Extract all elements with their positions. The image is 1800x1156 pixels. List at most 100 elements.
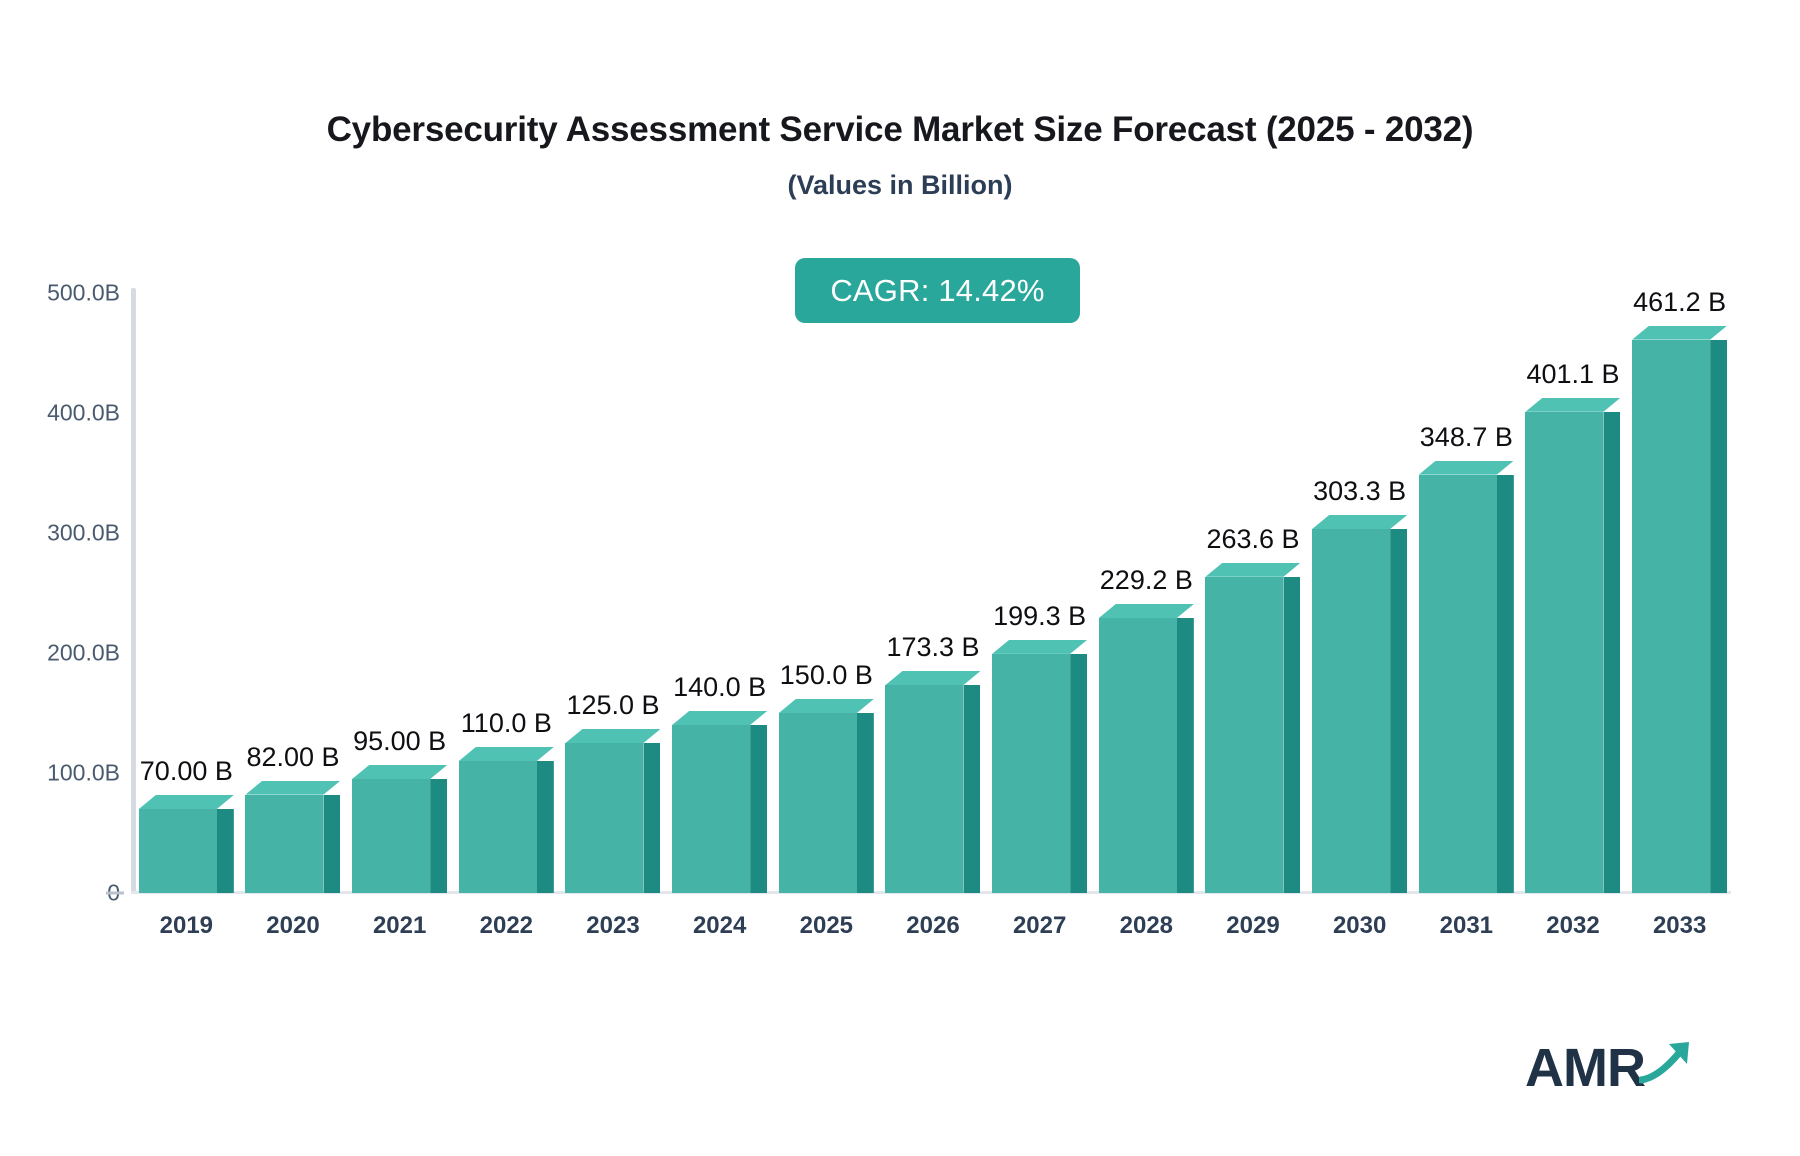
- bar-side-face: [1390, 529, 1408, 893]
- bar-group[interactable]: 461.2 B: [1626, 287, 1733, 893]
- bar-front-face: [138, 809, 217, 893]
- x-axis-tick-label: 2032: [1546, 912, 1600, 939]
- x-axis-tick-label: 2033: [1652, 912, 1707, 939]
- cagr-badge: CAGR: 14.42%: [795, 258, 1080, 323]
- y-axis-line: [131, 288, 136, 893]
- bar-side-face: [856, 713, 874, 893]
- y-axis-tick-mark: [106, 891, 124, 895]
- bar-front-face: [1525, 411, 1604, 893]
- logo-text: AMR: [1525, 1038, 1646, 1098]
- bar-group[interactable]: 125.0 B: [560, 293, 667, 893]
- x-axis-tick-label: 2031: [1439, 912, 1494, 939]
- bar-top-face: [458, 747, 554, 761]
- bar-front-face: [778, 713, 857, 893]
- x-axis-tick-label: 2019: [159, 912, 214, 939]
- bar[interactable]: [1418, 460, 1514, 893]
- bar[interactable]: [1098, 603, 1194, 893]
- page-title: Cybersecurity Assessment Service Market …: [326, 110, 1474, 149]
- bar-side-face: [1710, 339, 1728, 893]
- bar-group[interactable]: 348.7 B: [1413, 293, 1520, 893]
- bar-side-face: [1496, 474, 1514, 893]
- x-axis-tick-label: 2023: [586, 912, 640, 939]
- bar[interactable]: [1632, 325, 1728, 893]
- y-axis-tick-label: 200.0B: [47, 639, 120, 666]
- page-subtitle: (Values in Billion): [787, 170, 1013, 200]
- bar-side-face: [643, 743, 661, 893]
- bar-value-label: 125.0 B: [566, 690, 660, 720]
- bar[interactable]: [458, 747, 554, 893]
- bar-front-face: [1632, 339, 1711, 893]
- bar-front-face: [352, 779, 431, 893]
- bar-value-label: 461.2 B: [1633, 286, 1727, 317]
- bar-value-label: 303.3 B: [1313, 476, 1407, 507]
- bar[interactable]: [672, 711, 768, 893]
- bar-value-label: 229.2 B: [1099, 564, 1193, 595]
- bar-top-face: [1632, 325, 1728, 340]
- bar-top-face: [1525, 397, 1621, 412]
- bar[interactable]: [565, 729, 661, 893]
- x-axis-tick-label: 2029: [1226, 912, 1280, 939]
- bar-group[interactable]: 110.0 B: [453, 293, 560, 893]
- bar[interactable]: [992, 639, 1088, 893]
- bar-value-label: 110.0 B: [460, 708, 552, 738]
- bar-value-label: 263.6 B: [1206, 523, 1300, 554]
- bar-top-face: [1312, 515, 1408, 530]
- bar[interactable]: [1525, 397, 1621, 893]
- bar-value-label: 173.3 B: [886, 632, 980, 663]
- x-axis-tick-label: 2028: [1119, 912, 1174, 939]
- bar-front-face: [1418, 474, 1497, 893]
- bar-value-label: 95.00 B: [353, 726, 447, 756]
- bar[interactable]: [1205, 562, 1301, 893]
- bar-group[interactable]: 70.00 B: [133, 293, 240, 893]
- bar-top-face: [1418, 460, 1514, 475]
- bar[interactable]: [352, 765, 448, 893]
- bar-top-face: [352, 765, 448, 779]
- bar-top-face: [778, 699, 874, 713]
- bar-group[interactable]: 150.0 B: [773, 293, 880, 893]
- x-axis-tick-label: 2026: [906, 912, 960, 939]
- x-axis-tick-label: 2020: [266, 912, 320, 939]
- bars-layer: 70.00 B 82.00 B 95.00 B 110.0 B 125.0 B 140.0…: [133, 287, 1733, 893]
- bar-group[interactable]: 263.6 B: [1200, 293, 1307, 893]
- bar-group[interactable]: 140.0 B: [666, 293, 773, 893]
- bar-group[interactable]: 95.00 B: [346, 293, 453, 893]
- x-axis-tick-label: 2022: [479, 912, 534, 939]
- bar-front-face: [458, 761, 537, 893]
- bar-value-label: 199.3 B: [993, 600, 1087, 631]
- bar-front-face: [1312, 529, 1391, 893]
- bar[interactable]: [1312, 515, 1408, 893]
- bar-value-label: 348.7 B: [1419, 421, 1513, 452]
- bar-front-face: [885, 685, 964, 893]
- y-axis-tick-label: 500.0B: [47, 279, 120, 306]
- bar-side-face: [536, 761, 554, 893]
- bar-front-face: [992, 653, 1071, 893]
- y-axis-tick-label: 400.0B: [47, 399, 120, 426]
- bar-value-label: 150.0 B: [779, 660, 873, 690]
- bar[interactable]: [138, 795, 234, 893]
- bar-side-face: [1070, 653, 1088, 893]
- bar-group[interactable]: 401.1 B: [1520, 293, 1627, 893]
- bar-side-face: [963, 685, 981, 893]
- bar-side-face: [430, 779, 448, 893]
- bar-side-face: [1176, 617, 1194, 893]
- bar-top-face: [245, 780, 341, 795]
- bar[interactable]: [245, 780, 341, 893]
- bar-group[interactable]: 173.3 B: [880, 293, 987, 893]
- bar-top-face: [885, 671, 981, 686]
- x-axis-tick-label: 2021: [372, 912, 427, 939]
- bar[interactable]: [885, 671, 981, 893]
- bar-side-face: [323, 794, 341, 893]
- y-axis-tick-label: 300.0B: [47, 519, 120, 546]
- bar-group[interactable]: 82.00 B: [240, 293, 347, 893]
- bar-front-face: [1205, 576, 1284, 893]
- bar-group[interactable]: 199.3 B: [986, 293, 1093, 893]
- bar-top-face: [672, 711, 768, 725]
- bar[interactable]: [778, 699, 874, 893]
- bar-group[interactable]: 229.2 B: [1093, 293, 1200, 893]
- bar-group[interactable]: 303.3 B: [1306, 293, 1413, 893]
- amr-logo: AMR: [1525, 1040, 1695, 1095]
- bar-value-label: 401.1 B: [1526, 358, 1620, 389]
- bar-top-face: [1205, 562, 1301, 577]
- bar-value-label: 70.00 B: [139, 756, 233, 786]
